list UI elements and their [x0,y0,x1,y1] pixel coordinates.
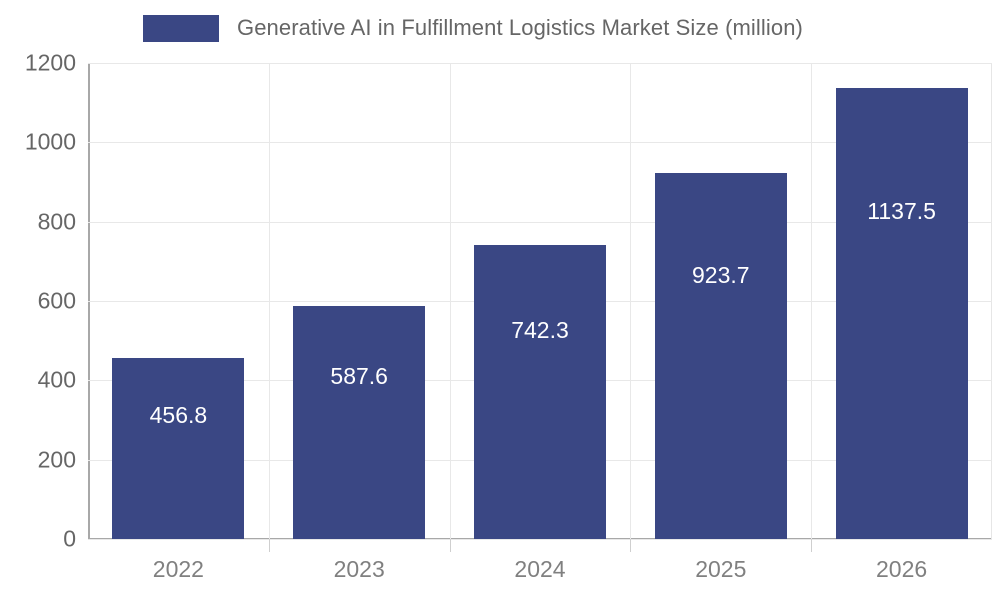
gridline-horizontal [88,221,992,223]
y-axis-tick-label: 1000 [24,128,76,155]
bar-value-label: 742.3 [511,316,569,343]
gridline-horizontal [88,142,992,144]
gridline-horizontal [88,63,992,64]
y-axis-tick-label: 600 [37,287,76,314]
y-axis-tick-label: 800 [37,208,76,235]
x-axis-tick-mark [630,539,632,552]
y-axis-tick-label: 400 [37,366,76,393]
legend-color-swatch [143,14,219,42]
gridline-vertical [630,63,632,539]
y-axis-tick-label: 1200 [24,49,76,76]
y-axis-tick-label: 0 [63,525,76,552]
x-axis-tick-mark [811,539,813,552]
plot-area: 456.8 587.6 742.3 923.7 1137.5 [88,63,992,540]
bar-value-label: 587.6 [330,363,388,390]
y-axis-tick-label: 200 [37,446,76,473]
x-axis-tick-mark [449,539,451,552]
gridline-vertical [811,63,813,539]
x-axis-tick-mark [268,539,270,552]
x-axis-tick-label: 2023 [333,556,385,582]
chart-legend: Generative AI in Fulfillment Logistics M… [143,8,803,48]
x-axis-tick-label: 2025 [695,556,747,582]
bar-value-label: 1137.5 [867,198,936,225]
bar[interactable] [654,172,787,539]
gridline-vertical [268,63,270,539]
x-axis-tick-label: 2024 [514,556,566,582]
x-axis-tick-label: 2022 [152,556,204,582]
bar[interactable] [112,357,245,539]
bar-value-label: 456.8 [149,402,208,429]
bar[interactable] [474,244,606,539]
legend-label: Generative AI in Fulfillment Logistics M… [237,15,803,40]
gridline-vertical [449,63,451,539]
bar[interactable] [835,87,968,539]
gridline-horizontal [88,539,992,540]
x-axis-tick-label: 2026 [876,556,928,582]
bar-value-label: 923.7 [692,262,750,289]
bar[interactable] [293,305,426,539]
